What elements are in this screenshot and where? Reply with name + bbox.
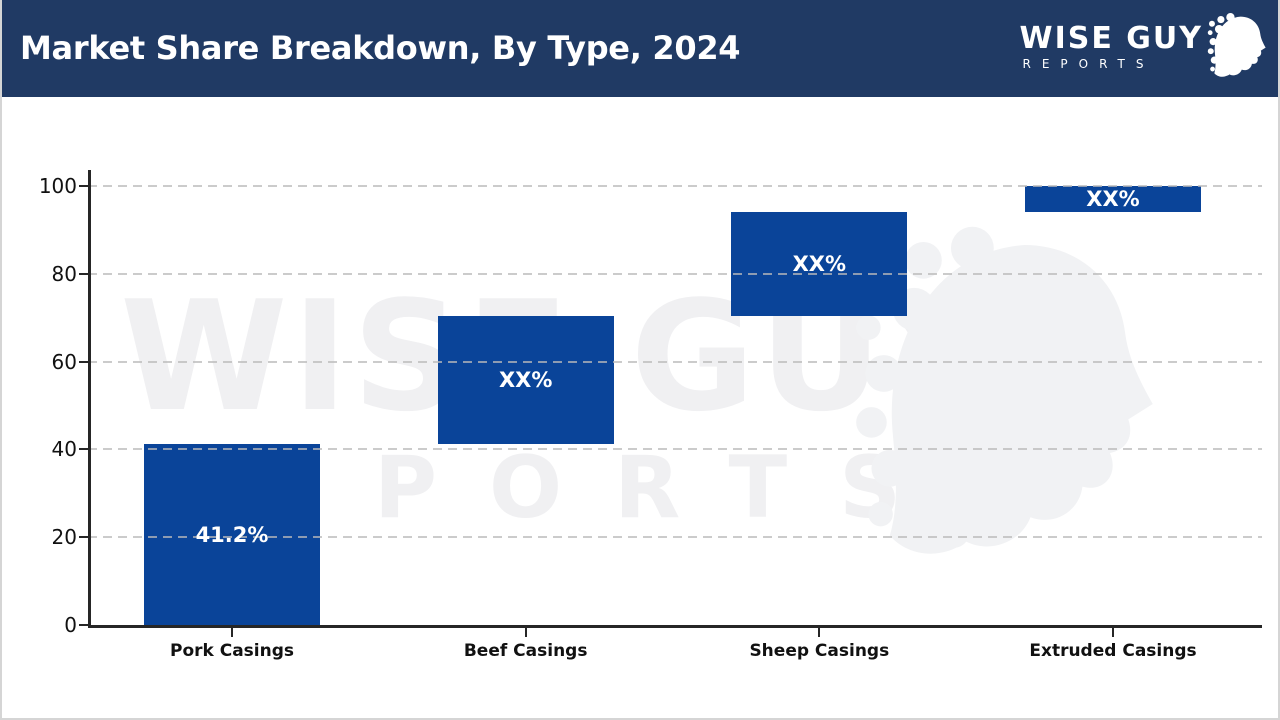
x-category-label-sheep-casings: Sheep Casings (749, 641, 890, 661)
bar-sheep-casings (731, 211, 908, 316)
gridline-20 (88, 536, 1262, 539)
y-axis-line (88, 170, 91, 628)
y-tick-label-0: 0 (64, 613, 77, 637)
logo-reports-text: REPORTS (1022, 57, 1155, 72)
watermark-text-line2: PORTS (374, 438, 954, 538)
x-tick-extruded-casings (1112, 628, 1114, 637)
gridline-60 (88, 360, 1262, 363)
y-tick-label-80: 80 (51, 261, 77, 286)
logo-brand-text: WISE GUY (1019, 20, 1203, 56)
bar-beef-casings (437, 315, 614, 445)
x-tick-beef-casings (524, 628, 527, 637)
x-category-label-beef-casings: Beef Casings (463, 641, 588, 661)
bar-value-label-sheep-casings: XX% (792, 251, 847, 276)
y-tick-80 (79, 272, 88, 275)
y-tick-60 (79, 360, 88, 363)
y-tick-label-100: 100 (38, 174, 77, 198)
y-tick-label-60: 60 (51, 349, 77, 374)
wise-guy-logo: WISE GUY REPORTS (1019, 10, 1268, 84)
chart-title: Market Share Breakdown, By Type, 2024 (20, 29, 741, 67)
face-logo-icon (1207, 13, 1266, 77)
bar-value-label-extruded-casings: XX% (1086, 186, 1140, 211)
logo-wordmark: WISE GUY REPORTS (1019, 23, 1203, 72)
gridline-100 (88, 185, 1262, 187)
bar-value-label-beef-casings: XX% (498, 368, 553, 393)
y-tick-label-40: 40 (51, 437, 77, 462)
y-tick-label-20: 20 (51, 525, 77, 550)
header-bar: Market Share Breakdown, By Type, 2024 WI… (2, 0, 1278, 97)
y-tick-20 (79, 536, 88, 539)
bar-extruded-casings (1025, 186, 1201, 212)
bar-value-label-pork-casings: 41.2% (195, 522, 269, 547)
x-tick-pork-casings (231, 628, 233, 637)
x-axis-line (88, 625, 1262, 628)
y-tick-100 (79, 185, 88, 187)
y-tick-40 (79, 448, 88, 451)
bar-pork-casings (144, 444, 320, 625)
x-tick-sheep-casings (818, 628, 821, 637)
gridline-80 (88, 272, 1262, 275)
x-category-label-pork-casings: Pork Casings (169, 641, 295, 661)
x-category-label-extruded-casings: Extruded Casings (1029, 641, 1197, 661)
y-tick-0 (79, 624, 88, 626)
gridline-40 (88, 448, 1262, 451)
